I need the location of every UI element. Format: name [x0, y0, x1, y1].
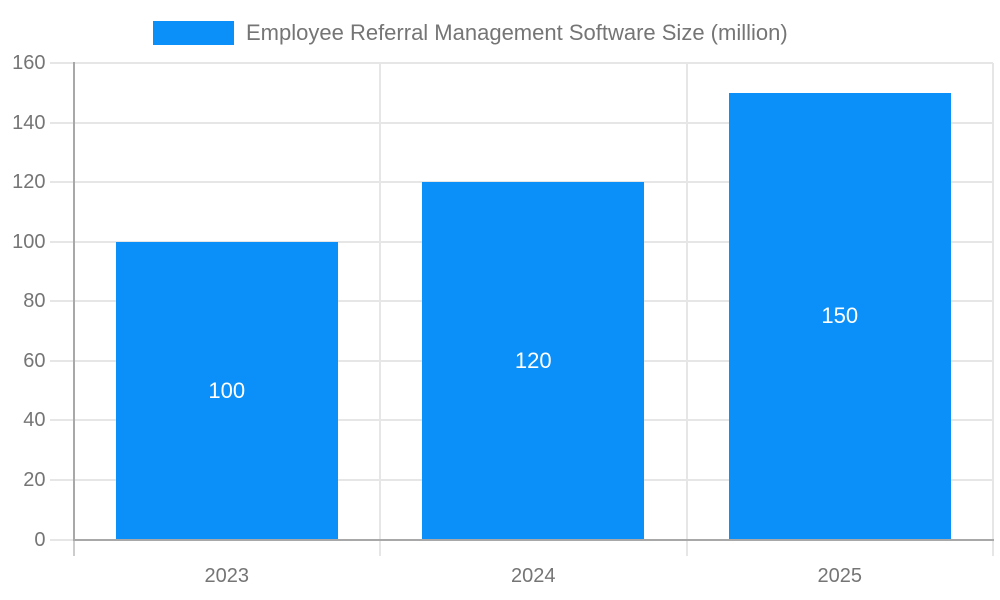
gridline-vertical — [992, 63, 994, 556]
y-axis-tick — [49, 240, 74, 243]
bar[interactable]: 120 — [422, 182, 645, 540]
y-axis-tick — [49, 478, 74, 481]
y-axis-below-tick — [72, 539, 75, 556]
y-tick-label: 100 — [12, 230, 46, 253]
gridline-horizontal — [73, 62, 993, 64]
bar-value-label: 100 — [208, 377, 246, 403]
chart-legend: Employee Referral Management Software Si… — [153, 20, 788, 46]
y-axis-line — [72, 62, 75, 540]
bar-value-label: 120 — [514, 347, 552, 373]
legend-swatch — [153, 21, 234, 45]
y-tick-label: 140 — [12, 111, 46, 134]
y-axis-tick — [49, 538, 74, 541]
y-axis-tick — [49, 181, 74, 184]
y-tick-label: 0 — [34, 528, 46, 551]
bar-value-label: 150 — [821, 303, 859, 329]
x-tick-label: 2023 — [204, 564, 250, 587]
y-axis-tick — [49, 62, 74, 64]
bar[interactable]: 150 — [728, 92, 951, 540]
y-tick-label: 80 — [23, 290, 46, 313]
y-tick-label: 120 — [12, 171, 46, 194]
y-tick-label: 40 — [23, 409, 46, 432]
legend-label: Employee Referral Management Software Si… — [246, 20, 788, 45]
x-tick-label: 2025 — [817, 564, 863, 587]
x-tick-label: 2024 — [511, 564, 556, 587]
gridline-vertical — [379, 63, 381, 556]
y-tick-label: 20 — [23, 468, 46, 491]
gridline-horizontal — [73, 121, 993, 124]
x-axis-line — [72, 538, 994, 541]
y-axis-tick — [49, 300, 74, 303]
y-axis-tick — [49, 359, 74, 362]
y-axis-tick — [49, 419, 74, 422]
gridline-vertical — [685, 63, 688, 556]
y-tick-label: 60 — [23, 349, 46, 372]
y-axis-tick — [49, 121, 74, 124]
bar[interactable]: 100 — [115, 241, 338, 540]
y-tick-label: 160 — [12, 52, 46, 74]
